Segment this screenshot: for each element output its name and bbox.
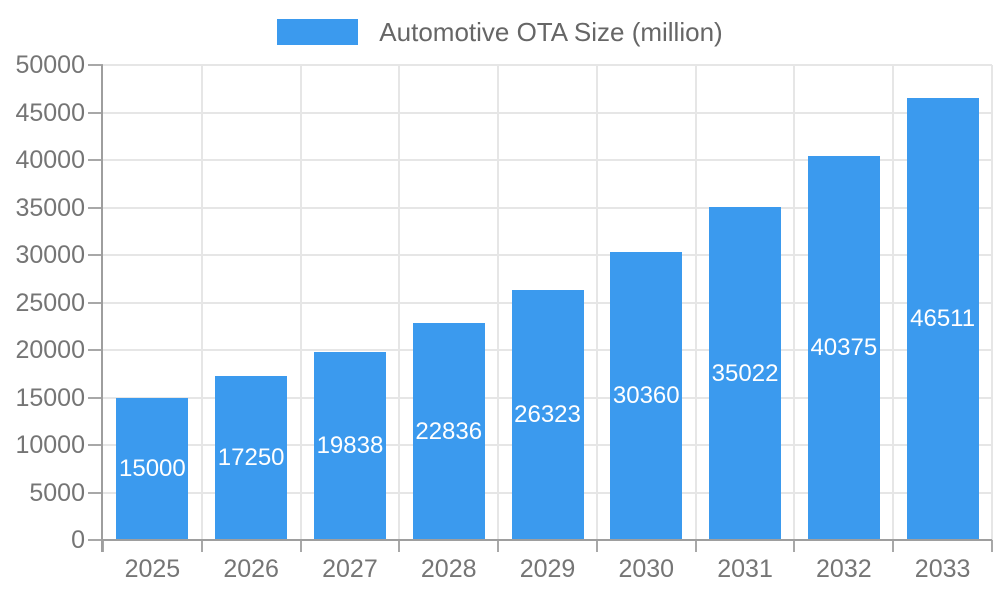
y-gridline — [103, 254, 992, 256]
x-axis-tick — [793, 540, 796, 552]
x-axis-tick — [299, 540, 302, 552]
x-tick-label: 2027 — [322, 555, 378, 583]
x-tick-label: 2030 — [618, 555, 675, 583]
bar-value-label: 40375 — [810, 334, 878, 362]
x-axis-tick — [892, 540, 895, 552]
y-axis-tick — [88, 349, 103, 351]
y-tick-label: 40000 — [15, 146, 85, 174]
y-axis-line — [101, 65, 103, 552]
x-axis-tick — [497, 540, 500, 552]
y-axis-tick — [88, 301, 103, 304]
x-gridline — [595, 65, 598, 540]
x-gridline — [694, 65, 697, 540]
bar-value-label: 30360 — [612, 381, 680, 409]
y-axis-tick — [88, 444, 103, 446]
bar-value-label: 22836 — [415, 417, 483, 445]
bar[interactable] — [610, 251, 683, 539]
y-axis-tick — [88, 396, 103, 399]
y-axis-tick — [88, 64, 103, 66]
y-tick-label: 50000 — [15, 51, 85, 79]
x-tick-label: 2026 — [223, 555, 279, 583]
bar-value-label: 17250 — [217, 444, 285, 472]
y-axis-tick — [88, 491, 103, 494]
legend-label: Automotive OTA Size (million) — [379, 17, 723, 47]
y-tick-label: 30000 — [15, 241, 85, 269]
y-tick-label: 0 — [71, 526, 85, 554]
y-tick-label: 45000 — [15, 98, 85, 127]
bar-value-label: 35022 — [711, 359, 779, 387]
bar[interactable] — [807, 156, 880, 539]
bar-value-label: 19838 — [316, 431, 384, 459]
bar[interactable] — [511, 289, 584, 539]
x-gridline — [991, 65, 993, 540]
bar-value-label: 15000 — [119, 454, 186, 482]
x-gridline — [793, 65, 796, 540]
x-tick-label: 2032 — [816, 555, 872, 583]
legend-swatch-icon — [277, 19, 359, 45]
y-axis-tick — [88, 254, 103, 256]
bar[interactable] — [215, 376, 288, 539]
y-gridline — [103, 159, 992, 161]
y-axis-tick — [88, 206, 103, 209]
bar[interactable] — [313, 351, 386, 539]
y-tick-label: 5000 — [29, 478, 85, 507]
bar-value-label: 46511 — [910, 305, 976, 333]
y-tick-label: 25000 — [15, 288, 85, 317]
bar-value-label: 26323 — [514, 400, 581, 428]
x-tick-label: 2029 — [519, 555, 576, 583]
x-gridline — [398, 65, 401, 540]
x-axis-tick — [595, 540, 598, 552]
y-gridline — [103, 206, 992, 209]
x-tick-label: 2028 — [420, 555, 477, 583]
y-axis-tick — [88, 111, 103, 114]
bar[interactable] — [116, 397, 189, 539]
y-gridline — [103, 64, 992, 66]
chart-legend[interactable]: Automotive OTA Size (million) — [0, 17, 1000, 47]
x-axis-tick — [398, 540, 401, 552]
x-tick-label: 2031 — [717, 555, 773, 583]
bar[interactable] — [709, 207, 782, 539]
x-axis-tick — [200, 540, 203, 552]
x-gridline — [497, 65, 500, 540]
x-axis-tick — [694, 540, 697, 552]
y-axis-tick — [88, 159, 103, 161]
x-tick-label: 2025 — [124, 555, 181, 583]
x-axis-line — [101, 539, 992, 541]
bar[interactable] — [412, 323, 485, 539]
y-tick-label: 20000 — [15, 336, 85, 364]
y-gridline — [103, 111, 992, 114]
x-gridline — [299, 65, 302, 540]
bar[interactable] — [906, 98, 979, 539]
y-axis-tick — [88, 539, 103, 541]
y-tick-label: 35000 — [15, 193, 85, 222]
x-gridline — [892, 65, 895, 540]
x-axis-tick — [102, 540, 104, 552]
x-gridline — [200, 65, 203, 540]
x-axis-tick — [991, 540, 993, 552]
y-tick-label: 15000 — [15, 383, 85, 412]
y-tick-label: 10000 — [15, 431, 85, 459]
x-tick-label: 2033 — [914, 555, 971, 583]
